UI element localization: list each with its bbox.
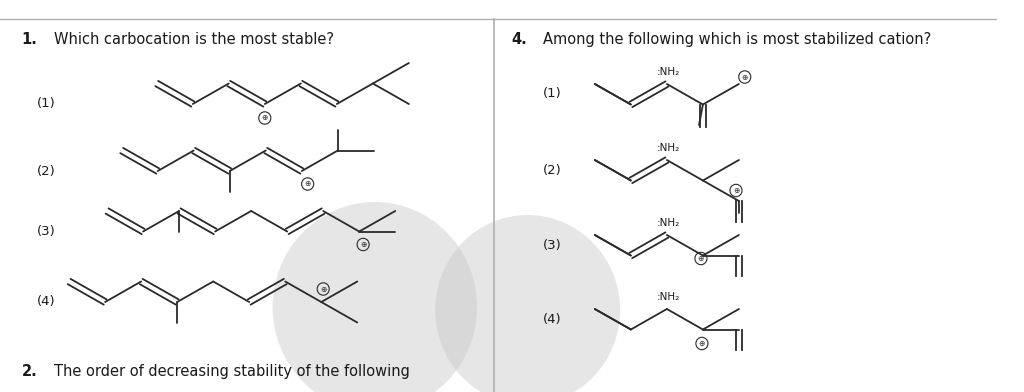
Text: (2): (2): [544, 163, 562, 176]
Text: (1): (1): [544, 87, 562, 100]
Text: Among the following which is most stabilized cation?: Among the following which is most stabil…: [544, 32, 932, 47]
Text: 2.: 2.: [22, 364, 37, 379]
Circle shape: [272, 202, 477, 392]
FancyBboxPatch shape: [0, 0, 997, 392]
Text: Which carbocation is the most stable?: Which carbocation is the most stable?: [53, 32, 334, 47]
Text: ⊕: ⊕: [698, 339, 706, 348]
Text: (3): (3): [544, 238, 562, 252]
Text: The order of decreasing stability of the following: The order of decreasing stability of the…: [53, 364, 410, 379]
Text: :NH₂: :NH₂: [657, 218, 680, 228]
Text: (2): (2): [37, 165, 55, 178]
Text: ⊕: ⊕: [741, 73, 748, 82]
Text: (4): (4): [37, 296, 55, 309]
Text: ⊕: ⊕: [733, 186, 739, 195]
Text: ⊕: ⊕: [321, 285, 327, 294]
Text: ⊕: ⊕: [697, 254, 705, 263]
Text: :NH₂: :NH₂: [657, 292, 680, 302]
Text: :NH₂: :NH₂: [657, 67, 680, 77]
Text: ⊕: ⊕: [360, 240, 367, 249]
Text: ⊕: ⊕: [304, 180, 311, 189]
Text: (1): (1): [37, 98, 55, 111]
Text: 4.: 4.: [511, 32, 527, 47]
Text: ⊕: ⊕: [261, 114, 268, 122]
Text: (4): (4): [544, 312, 562, 325]
Text: :NH₂: :NH₂: [657, 143, 680, 153]
Circle shape: [435, 215, 621, 392]
Text: (3): (3): [37, 225, 55, 238]
Text: 1.: 1.: [22, 32, 37, 47]
